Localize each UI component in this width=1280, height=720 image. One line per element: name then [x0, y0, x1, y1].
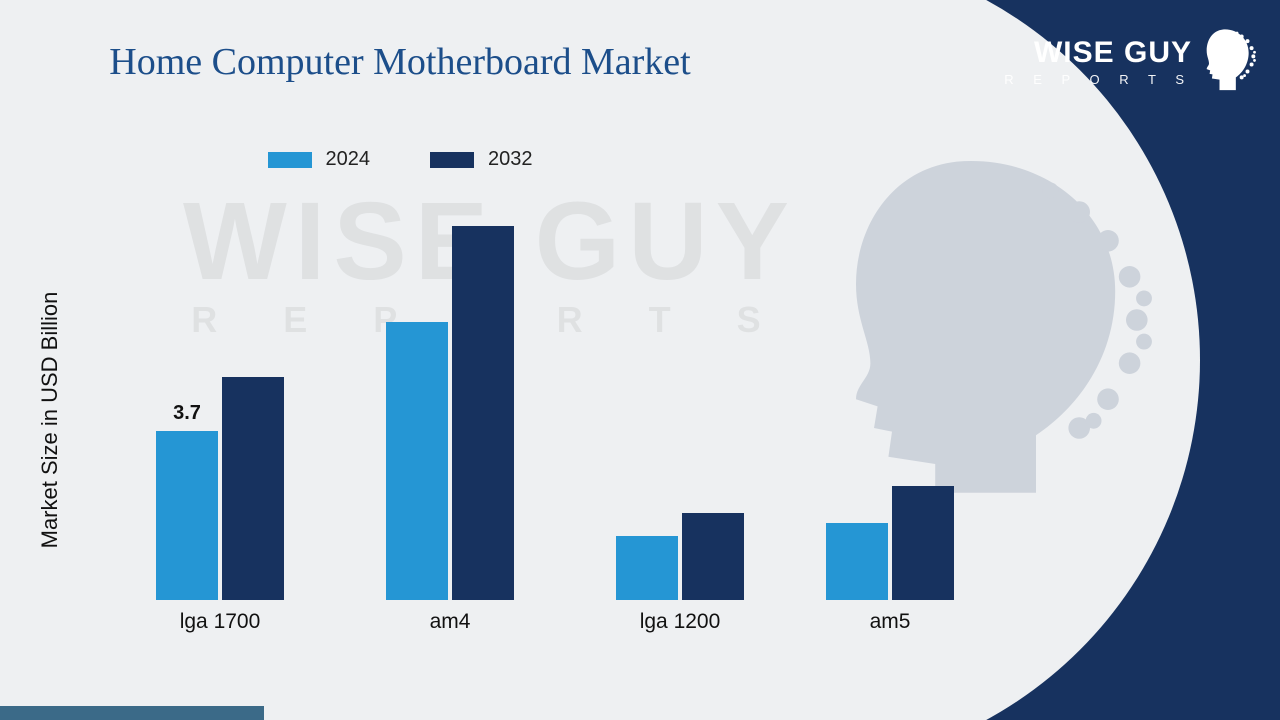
value-label: 3.7	[173, 402, 201, 425]
legend-label-2032: 2032	[488, 148, 533, 171]
x-axis-label: am5	[870, 610, 911, 634]
stage: WISE GUY R E P O R T S Home Computer Mot…	[0, 0, 1280, 720]
legend-item-2024: 2024	[268, 148, 371, 171]
x-axis-label: am4	[430, 610, 471, 634]
brand-main: WISE GUY	[1034, 36, 1192, 70]
bar	[616, 536, 678, 600]
bar	[156, 431, 218, 600]
bottom-accent-stripe	[0, 706, 264, 720]
y-axis-label: Market Size in USD Billion	[37, 292, 63, 549]
legend: 2024 2032	[0, 148, 800, 171]
x-axis-label: lga 1200	[640, 610, 721, 634]
legend-swatch-2024	[268, 152, 312, 168]
legend-item-2032: 2032	[430, 148, 533, 171]
brand-head-icon	[1200, 26, 1260, 96]
brand-logo: WISE GUY R E P O R T S	[980, 26, 1260, 116]
bar	[892, 486, 954, 600]
chart-title: Home Computer Motherboard Market	[0, 40, 800, 84]
plot-area: 3.7	[100, 190, 940, 600]
bar	[386, 322, 448, 600]
x-axis-label: lga 1700	[180, 610, 261, 634]
x-axis-labels: lga 1700 am4 lga 1200 am5	[100, 600, 940, 650]
bar	[682, 513, 744, 600]
legend-swatch-2032	[430, 152, 474, 168]
bar	[222, 377, 284, 600]
bar	[826, 523, 888, 600]
bar	[452, 226, 514, 600]
brand-sub: R E P O R T S	[1004, 72, 1192, 87]
bar-chart: Market Size in USD Billion 3.7 lga 1700a…	[100, 190, 940, 650]
legend-label-2024: 2024	[326, 148, 371, 171]
